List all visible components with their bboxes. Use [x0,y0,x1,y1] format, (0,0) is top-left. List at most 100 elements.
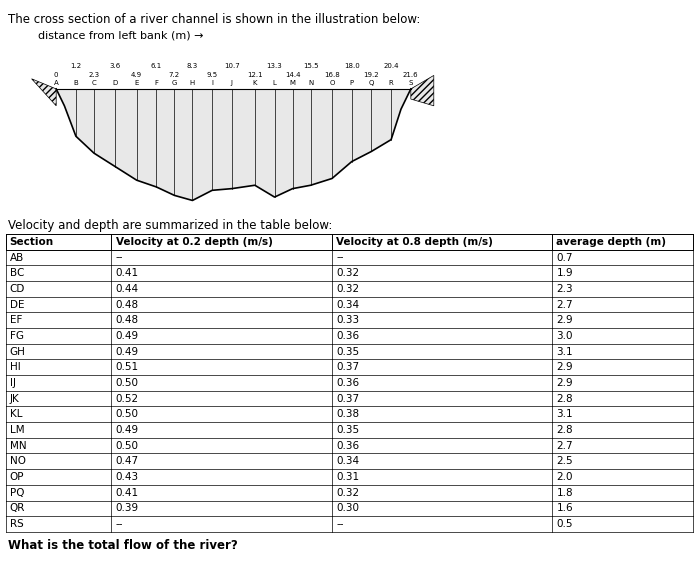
Text: OP: OP [10,472,24,482]
Text: R: R [389,80,393,86]
Text: 0.5: 0.5 [556,519,573,529]
Text: A: A [54,80,58,86]
Text: EF: EF [10,315,22,325]
Text: distance from left bank (m) →: distance from left bank (m) → [38,30,204,40]
Text: M: M [290,80,296,86]
Text: RS: RS [10,519,24,529]
Text: LM: LM [10,425,24,435]
Text: 12.1: 12.1 [247,72,262,78]
Text: O: O [329,80,335,86]
Text: 0.43: 0.43 [116,472,139,482]
Text: The cross section of a river channel is shown in the illustration below:: The cross section of a river channel is … [8,13,420,26]
Text: 1.6: 1.6 [556,503,573,514]
Text: 0: 0 [54,72,58,78]
Text: D: D [113,80,118,86]
Text: 2.0: 2.0 [556,472,573,482]
Text: 2.3: 2.3 [88,72,100,78]
Text: 1.2: 1.2 [70,63,81,69]
Text: 0.7: 0.7 [556,253,573,263]
Text: 2.9: 2.9 [556,315,573,325]
Text: 2.9: 2.9 [556,378,573,388]
Polygon shape [31,79,56,106]
Text: 0.37: 0.37 [336,394,359,404]
Text: What is the total flow of the river?: What is the total flow of the river? [8,539,238,552]
Text: 0.35: 0.35 [336,346,359,357]
Text: --: -- [336,253,344,263]
Text: 0.51: 0.51 [116,362,139,372]
Text: 0.32: 0.32 [336,488,359,498]
Text: 0.32: 0.32 [336,268,359,278]
Text: 4.9: 4.9 [131,72,142,78]
Text: K: K [253,80,257,86]
Text: 0.47: 0.47 [116,456,139,466]
Text: Q: Q [369,80,374,86]
Text: 0.41: 0.41 [116,268,139,278]
Text: Velocity and depth are summarized in the table below:: Velocity and depth are summarized in the… [8,219,333,232]
Text: 0.48: 0.48 [116,300,139,309]
Text: IJ: IJ [10,378,16,388]
Text: average depth (m): average depth (m) [556,237,667,247]
Text: 0.50: 0.50 [116,378,139,388]
Text: 0.50: 0.50 [116,410,139,419]
Text: 8.3: 8.3 [187,63,198,69]
Text: KL: KL [10,410,22,419]
Text: 19.2: 19.2 [363,72,379,78]
Text: HI: HI [10,362,20,372]
Text: 0.38: 0.38 [336,410,359,419]
Text: AB: AB [10,253,24,263]
Text: G: G [172,80,177,86]
Text: 3.1: 3.1 [556,410,573,419]
Text: 2.9: 2.9 [556,362,573,372]
Text: 2.7: 2.7 [556,300,573,309]
Text: 0.49: 0.49 [116,346,139,357]
Text: 10.7: 10.7 [224,63,239,69]
Text: 0.36: 0.36 [336,331,359,341]
Text: 7.2: 7.2 [169,72,180,78]
Text: Velocity at 0.8 depth (m/s): Velocity at 0.8 depth (m/s) [336,237,493,247]
Text: 2.8: 2.8 [556,425,573,435]
Text: 0.30: 0.30 [336,503,359,514]
Text: Section: Section [10,237,54,247]
Text: 0.37: 0.37 [336,362,359,372]
Text: 0.49: 0.49 [116,331,139,341]
Text: 0.41: 0.41 [116,488,139,498]
Text: S: S [409,80,413,86]
Text: --: -- [336,519,344,529]
Text: GH: GH [10,346,26,357]
Text: L: L [273,80,276,86]
Text: 0.48: 0.48 [116,315,139,325]
Text: 16.8: 16.8 [324,72,340,78]
Text: 0.50: 0.50 [116,441,139,450]
Text: 2.5: 2.5 [556,456,573,466]
Text: NO: NO [10,456,26,466]
Text: BC: BC [10,268,24,278]
Text: 21.6: 21.6 [403,72,418,78]
Text: 3.6: 3.6 [110,63,121,69]
Text: CD: CD [10,284,25,294]
Text: E: E [134,80,139,86]
Text: PQ: PQ [10,488,24,498]
Text: H: H [190,80,195,86]
Text: Velocity at 0.2 depth (m/s): Velocity at 0.2 depth (m/s) [116,237,273,247]
Text: B: B [74,80,78,86]
Text: 0.35: 0.35 [336,425,359,435]
Text: 9.5: 9.5 [207,72,218,78]
Text: 2.3: 2.3 [556,284,573,294]
Text: 20.4: 20.4 [383,63,399,69]
Text: --: -- [116,519,123,529]
Text: FG: FG [10,331,24,341]
Text: 14.4: 14.4 [285,72,301,78]
Text: 2.7: 2.7 [556,441,573,450]
Text: 6.1: 6.1 [151,63,162,69]
Text: 13.3: 13.3 [267,63,283,69]
Text: 0.36: 0.36 [336,378,359,388]
Text: 1.9: 1.9 [556,268,573,278]
Text: QR: QR [10,503,25,514]
Text: 0.44: 0.44 [116,284,139,294]
Text: C: C [92,80,96,86]
Text: N: N [308,80,313,86]
Text: 0.33: 0.33 [336,315,359,325]
Text: 3.0: 3.0 [556,331,573,341]
Text: JK: JK [10,394,19,404]
Text: 18.0: 18.0 [344,63,360,69]
